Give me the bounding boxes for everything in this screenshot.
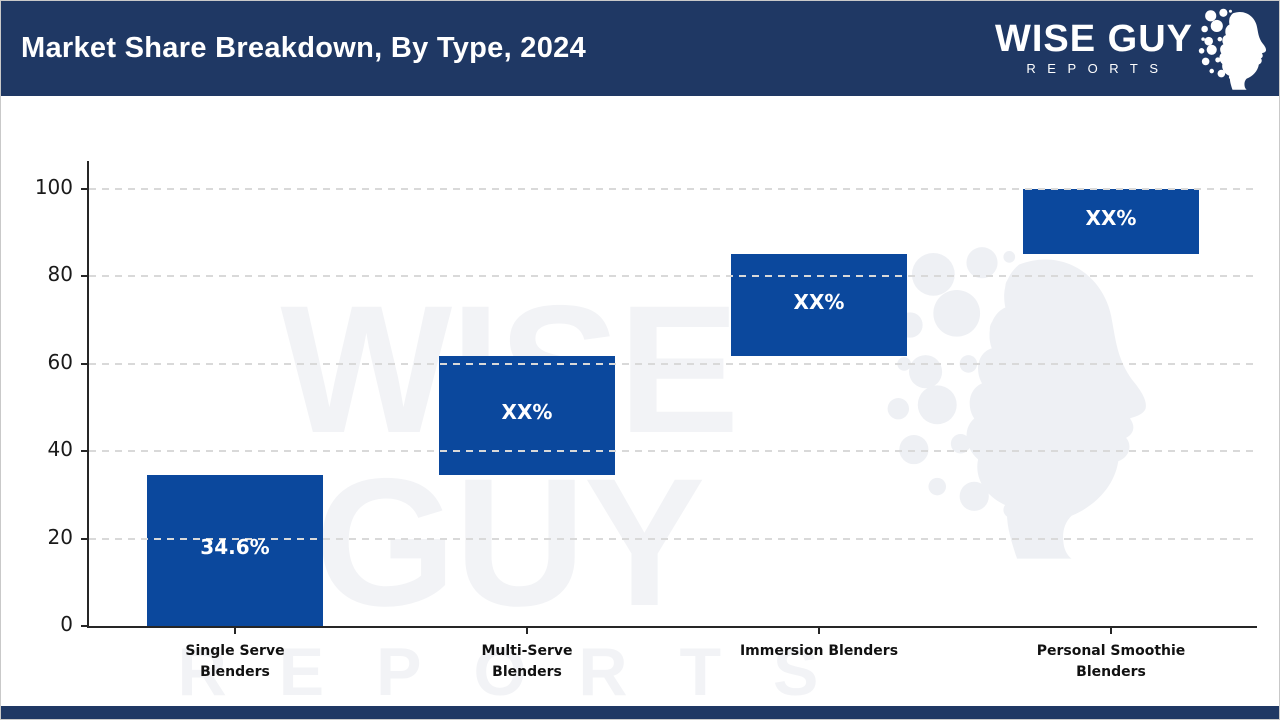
gridline	[89, 362, 1257, 365]
gridline	[89, 537, 1257, 540]
y-tick-mark	[81, 625, 89, 627]
x-tick-mark	[526, 626, 528, 634]
header-bar: Market Share Breakdown, By Type, 2024 WI…	[1, 1, 1279, 96]
watermark-wordmark: WISE GUY	[280, 278, 739, 644]
y-axis-tick-label: 40	[47, 437, 73, 461]
bar-value-label: XX%	[1085, 206, 1137, 231]
bar-value-label: XX%	[793, 290, 845, 315]
gridline	[89, 450, 1257, 452]
x-tick-mark	[818, 626, 820, 634]
y-axis-tick-label: 20	[47, 524, 73, 549]
bar-segment	[439, 356, 615, 475]
gridline	[89, 187, 1257, 190]
bar-segment	[147, 474, 323, 626]
x-axis-line	[87, 626, 1257, 628]
x-axis-category-label: Multi-Serve Blenders	[481, 643, 573, 680]
watermark: WISE GUY REPORTS	[89, 278, 929, 711]
x-tick-mark	[234, 626, 236, 634]
watermark-subtitle: REPORTS	[177, 633, 871, 710]
logo-wordmark: WISE GUY	[994, 18, 1193, 61]
logo-head-icon	[1195, 6, 1271, 90]
y-tick-mark	[81, 275, 89, 277]
y-tick-mark	[81, 362, 89, 365]
logo-subtitle: REPORTS	[1026, 60, 1170, 76]
footer-bar	[1, 706, 1279, 719]
y-axis-tick-label: 0	[60, 612, 73, 636]
bar-value-label: XX%	[501, 400, 553, 425]
gridline	[89, 275, 1257, 277]
watermark-head-icon	[873, 237, 1165, 559]
x-axis-category-label: Immersion Blenders	[739, 643, 899, 659]
y-axis-tick-label: 60	[47, 349, 73, 374]
y-axis-tick-label: 100	[34, 174, 73, 199]
x-axis-category-label: Single Serve Blenders	[185, 643, 285, 680]
bar-segment	[1023, 188, 1199, 255]
logo: WISE GUY REPORTS	[995, 6, 1271, 90]
bar-segment	[731, 254, 907, 357]
x-tick-mark	[1110, 626, 1112, 634]
x-axis-category-label: Personal Smoothie Blenders	[1036, 643, 1186, 680]
y-axis-tick-label: 80	[47, 262, 73, 286]
y-axis-line	[87, 161, 89, 628]
bar-value-label: 34.6%	[200, 535, 270, 560]
logo-text: WISE GUY REPORTS	[994, 18, 1193, 76]
y-tick-mark	[81, 187, 89, 190]
y-tick-mark	[81, 450, 89, 452]
y-tick-mark	[81, 537, 89, 540]
page-title: Market Share Breakdown, By Type, 2024	[21, 32, 587, 64]
